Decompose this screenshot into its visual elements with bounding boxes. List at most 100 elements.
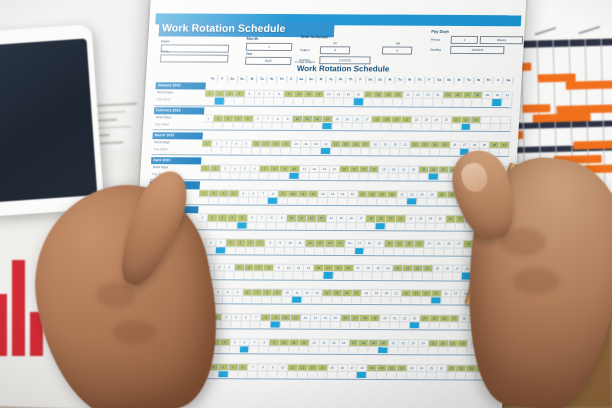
day-cell[interactable] [443,248,455,255]
day-cell[interactable] [310,321,321,329]
day-cell[interactable] [303,272,314,279]
day-cell[interactable] [273,272,284,279]
day-cell[interactable] [274,98,285,105]
day-cell[interactable] [422,272,433,280]
day-cell[interactable] [388,347,399,354]
day-cell[interactable] [234,98,245,105]
day-cell[interactable] [365,222,377,230]
day-cell[interactable] [420,297,432,304]
day-cell[interactable] [409,148,421,155]
day-cell[interactable] [249,172,261,179]
day-cell[interactable] [343,98,354,105]
day-cell-empty[interactable] [490,124,502,131]
day-cell[interactable] [237,371,249,378]
day-cell[interactable] [423,247,435,255]
day-cell[interactable] [436,198,448,205]
day-cell[interactable] [214,271,225,278]
day-cell[interactable] [279,172,290,179]
day-cell[interactable] [328,346,340,354]
day-cell-empty[interactable] [480,124,492,131]
day-cell[interactable] [457,347,468,354]
day-cell[interactable] [344,247,355,254]
day-cell[interactable] [271,147,282,155]
from-input[interactable] [159,54,229,63]
day-cell[interactable] [208,370,219,378]
day-cell[interactable] [218,197,229,204]
day-cell[interactable] [280,321,291,328]
day-cell[interactable] [442,99,453,106]
day-cell[interactable] [308,346,320,353]
day-cell[interactable] [466,372,477,379]
day-cell[interactable] [300,148,312,155]
day-cell[interactable] [482,99,493,106]
day-cell[interactable] [414,247,425,255]
day-cell[interactable] [437,347,449,354]
day-cell[interactable] [231,147,242,154]
day-cell[interactable] [239,172,251,179]
day-cell[interactable] [378,173,390,180]
pay-day-cell[interactable] [409,322,420,329]
day-cell[interactable] [433,248,445,255]
day-cell[interactable] [283,98,295,105]
day-cell[interactable] [197,221,208,229]
month-field-group[interactable]: Month 1 [245,36,293,52]
day-cell[interactable] [449,322,460,329]
pattern-on-input[interactable]: 4 [319,46,351,55]
day-cell[interactable] [351,123,363,130]
day-cell[interactable] [229,172,241,179]
pay-day-cell[interactable] [292,296,303,304]
day-cell[interactable] [380,148,391,155]
day-cell[interactable] [285,247,296,254]
day-cell[interactable] [302,123,313,130]
day-cell[interactable] [241,147,252,154]
day-cell[interactable] [330,148,341,155]
day-cell[interactable] [307,197,319,204]
day-cell[interactable] [263,271,275,279]
day-cell[interactable] [249,346,260,353]
day-cell[interactable] [198,197,209,204]
pay-days-block[interactable]: Pay Days Period 2 Weeks Starting 1/2/201… [430,29,524,54]
day-cell[interactable] [318,346,330,353]
day-cell[interactable] [379,322,391,329]
day-cell[interactable] [351,297,362,304]
day-cell[interactable] [358,346,369,354]
day-cell[interactable] [243,271,255,279]
day-cell[interactable] [298,346,310,353]
day-cell[interactable] [242,296,253,303]
day-cell[interactable] [340,322,351,329]
day-cell[interactable] [342,123,353,130]
day-cell[interactable] [267,371,279,378]
day-cell[interactable] [287,371,298,378]
day-cell[interactable] [348,173,360,180]
day-cell[interactable] [297,371,308,378]
day-cell[interactable] [401,123,412,130]
day-cell[interactable] [386,371,398,379]
month-block[interactable]: January 2015 Work Days 1 2 3 4 5 6 7 8 9 10 11 12 13 14… [154,82,513,108]
day-cell[interactable] [432,272,443,280]
day-cell[interactable] [278,197,289,204]
day-cell[interactable] [283,272,294,279]
day-cell[interactable] [247,371,259,378]
day-cell[interactable] [402,272,413,279]
day-cell[interactable] [224,97,235,105]
day-cell[interactable] [337,197,348,205]
day-cell[interactable] [289,346,300,353]
day-cell[interactable] [399,322,410,329]
day-cell[interactable] [359,322,371,329]
day-cell[interactable] [382,272,394,279]
day-cell[interactable] [238,197,249,204]
day-cell[interactable] [358,173,370,180]
day-cell[interactable] [314,247,326,254]
pay-day-cell[interactable] [322,123,333,130]
pay-day-cell[interactable] [430,297,442,304]
day-cell[interactable] [254,98,265,105]
day-cell[interactable] [374,247,385,254]
year-field-group[interactable]: Year 2015 [244,52,292,66]
day-cell[interactable] [472,99,483,106]
day-cell[interactable] [240,321,252,328]
day-cell[interactable] [282,123,293,130]
day-cell[interactable] [228,197,239,204]
day-cell[interactable] [290,321,301,328]
day-cell[interactable] [400,148,411,155]
day-cell[interactable] [262,296,273,304]
